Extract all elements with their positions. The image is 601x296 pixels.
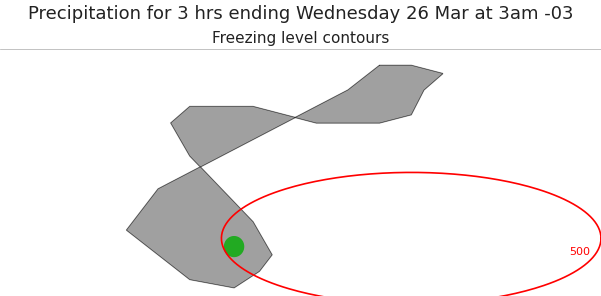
Polygon shape — [225, 237, 243, 256]
Text: Freezing level contours: Freezing level contours — [212, 30, 389, 46]
Text: Greenland: Greenland — [255, 151, 314, 161]
Text: Precipitation for 3 hrs ending Wednesday 26 Mar at 3am -03: Precipitation for 3 hrs ending Wednesday… — [28, 5, 573, 23]
Text: 500: 500 — [569, 247, 590, 257]
Polygon shape — [127, 65, 443, 288]
